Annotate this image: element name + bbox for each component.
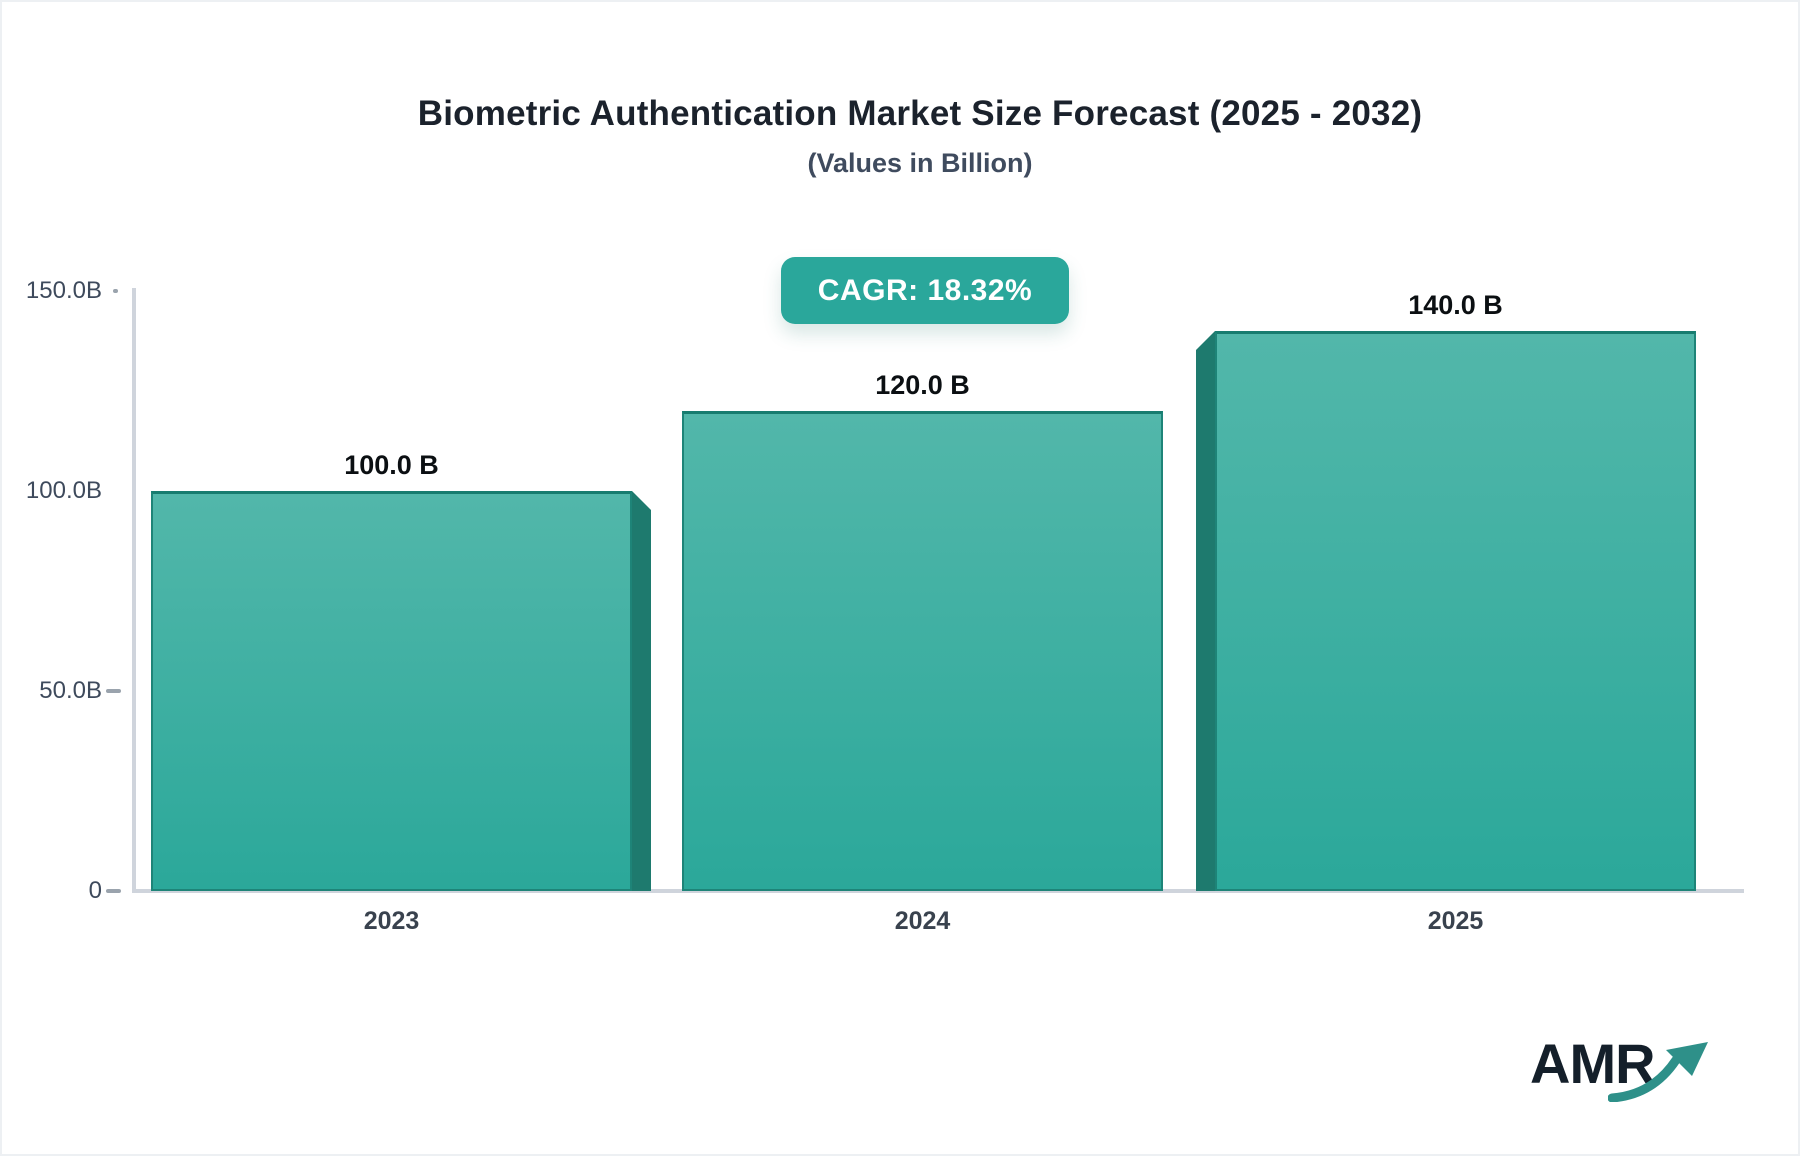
y-axis-tick-mark xyxy=(113,289,118,293)
amr-logo: AMR xyxy=(1530,1034,1720,1106)
growth-arrow-icon xyxy=(1608,1042,1708,1102)
y-axis-line xyxy=(132,288,136,891)
y-axis-tick-label: 50.0B xyxy=(39,677,102,704)
bar-value-label: 120.0 B xyxy=(875,370,970,400)
x-axis-line xyxy=(132,889,1744,893)
bar-2023 xyxy=(151,491,632,891)
bar-3d-edge xyxy=(632,491,651,891)
x-axis-tick-label: 2025 xyxy=(1427,907,1484,935)
y-axis-tick-mark xyxy=(106,689,121,693)
y-axis-tick-mark xyxy=(106,889,121,893)
bar-3d-edge xyxy=(1196,331,1215,891)
x-axis-tick-label: 2023 xyxy=(363,907,420,935)
chart-subtitle: (Values in Billion) xyxy=(807,148,1033,178)
bar-value-label: 140.0 B xyxy=(1408,290,1503,320)
chart-title: Biometric Authentication Market Size For… xyxy=(417,94,1423,133)
chart-header: Biometric Authentication Market Size For… xyxy=(22,94,1800,179)
x-axis-tick-label: 2024 xyxy=(894,907,951,935)
y-axis-tick-label: 100.0B xyxy=(25,477,102,504)
cagr-badge: CAGR: 18.32% xyxy=(781,257,1069,324)
bar-value-label: 100.0 B xyxy=(344,450,439,480)
amr-logo-text: AMR xyxy=(1530,1032,1656,1095)
y-axis-tick-label: 0 xyxy=(88,877,102,904)
y-axis-tick-label: 150.0B xyxy=(25,277,102,304)
bar-2025 xyxy=(1215,331,1696,891)
bar-2024 xyxy=(682,411,1163,891)
